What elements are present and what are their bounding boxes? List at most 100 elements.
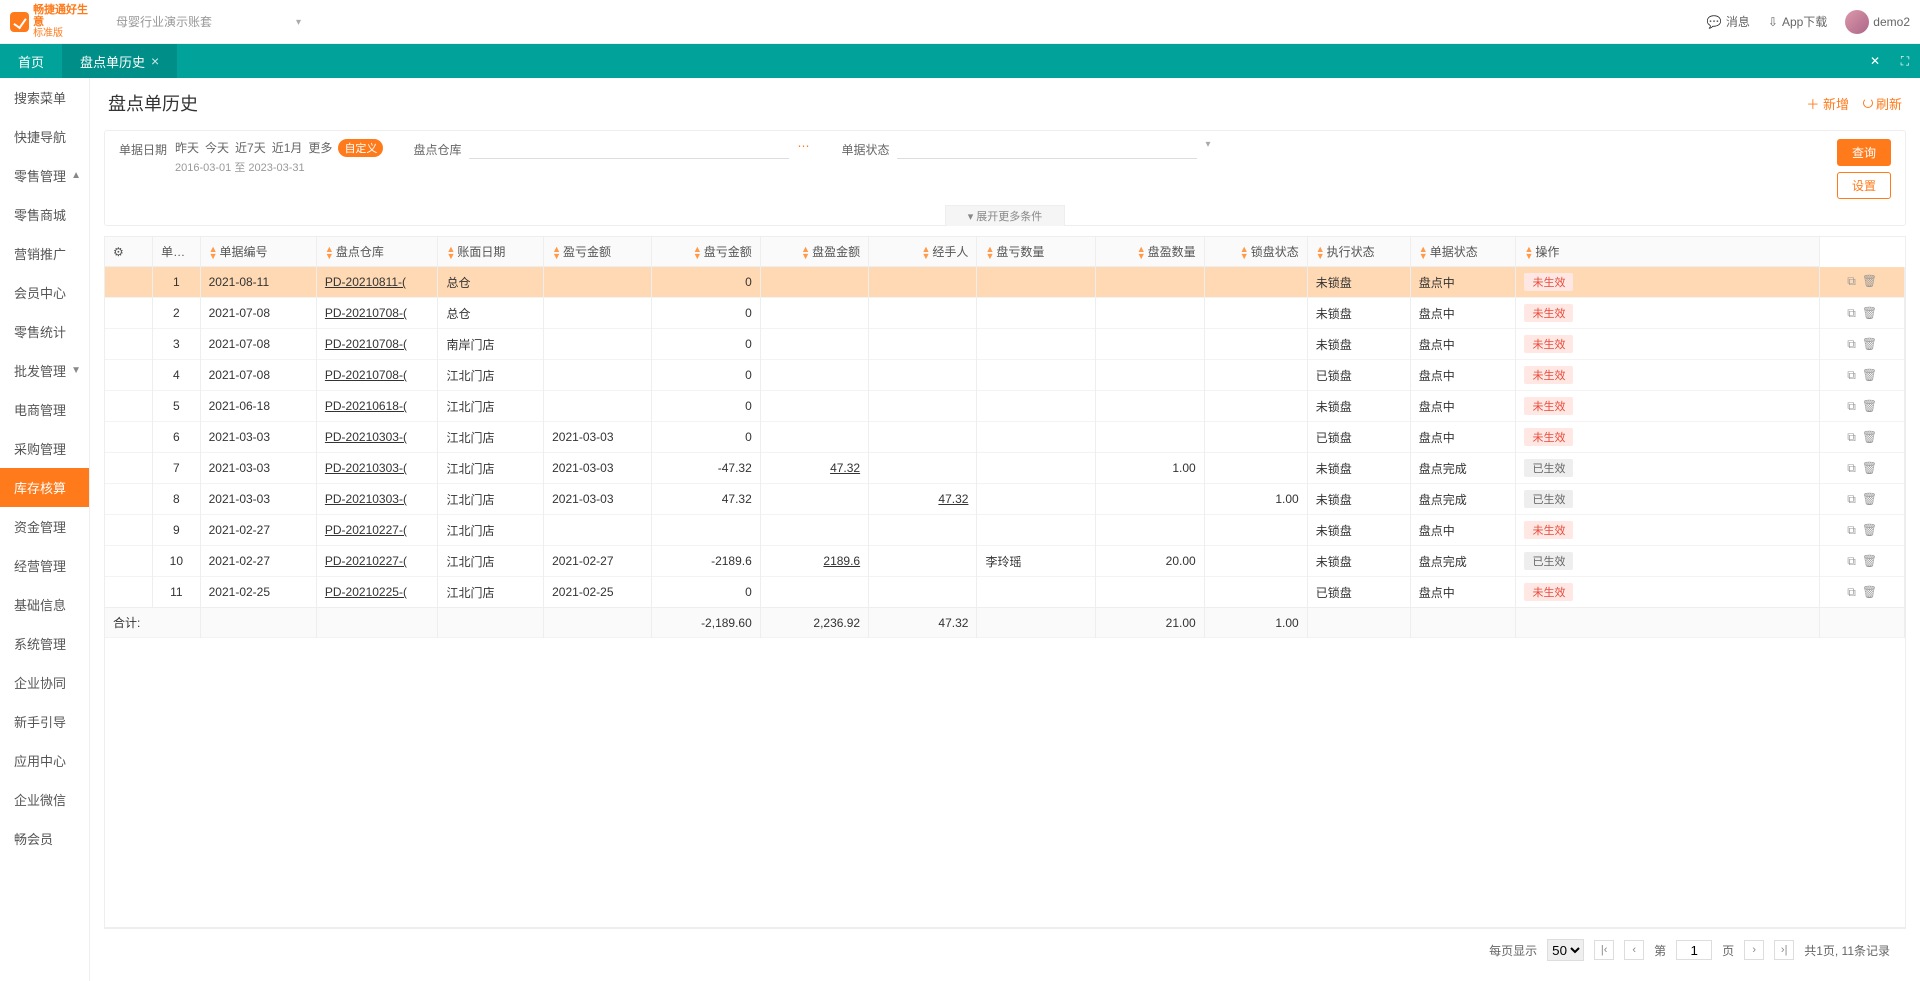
copy-icon[interactable]: ⧉ bbox=[1847, 368, 1856, 382]
doc-link[interactable]: PD-20210227-( bbox=[325, 554, 407, 568]
nav-搜索菜单[interactable]: 搜索菜单 bbox=[0, 78, 89, 117]
chevron-down-icon[interactable]: ▾ bbox=[1205, 139, 1210, 150]
col-操作[interactable]: ▲▼操作 bbox=[1516, 237, 1820, 267]
nav-会员中心[interactable]: 会员中心 bbox=[0, 273, 89, 312]
doc-link[interactable]: PD-20210225-( bbox=[325, 585, 407, 599]
delete-icon[interactable]: 🗑 bbox=[1862, 399, 1877, 413]
settings-button[interactable]: 设置 bbox=[1837, 172, 1891, 199]
app-download-link[interactable]: ⇩ App下载 bbox=[1768, 13, 1827, 30]
table-row[interactable]: 82021-03-03PD-20210303-(江北门店2021-03-0347… bbox=[105, 484, 1905, 515]
doc-link[interactable]: PD-20210303-( bbox=[325, 492, 407, 506]
nav-基础信息[interactable]: 基础信息 bbox=[0, 585, 89, 624]
copy-icon[interactable]: ⧉ bbox=[1847, 430, 1856, 444]
col-盘点仓库[interactable]: ▲▼盘点仓库 bbox=[316, 237, 438, 267]
col-盘盈数量[interactable]: ▲▼盘盈数量 bbox=[1096, 237, 1204, 267]
nav-系统管理[interactable]: 系统管理 bbox=[0, 624, 89, 663]
nav-企业微信[interactable]: 企业微信 bbox=[0, 780, 89, 819]
table-row[interactable]: 32021-07-08PD-20210708-(南岸门店0未锁盘盘点中未生效⧉🗑 bbox=[105, 329, 1905, 360]
fullscreen-toggle[interactable]: ⛶ bbox=[1890, 54, 1920, 69]
tab-盘点单历史[interactable]: 盘点单历史× bbox=[62, 44, 177, 78]
expand-filters[interactable]: ▾ 展开更多条件 bbox=[945, 205, 1065, 226]
table-row[interactable]: 52021-06-18PD-20210618-(江北门店0未锁盘盘点中未生效⧉🗑 bbox=[105, 391, 1905, 422]
date-quick-active[interactable]: 自定义 bbox=[338, 139, 383, 157]
doc-link[interactable]: PD-20210708-( bbox=[325, 306, 407, 320]
table-row[interactable]: 92021-02-27PD-20210227-(江北门店未锁盘盘点中未生效⧉🗑 bbox=[105, 515, 1905, 546]
pager-first[interactable]: |‹ bbox=[1594, 940, 1614, 960]
copy-icon[interactable]: ⧉ bbox=[1847, 523, 1856, 537]
nav-应用中心[interactable]: 应用中心 bbox=[0, 741, 89, 780]
doc-link[interactable]: PD-20210811-( bbox=[325, 275, 406, 289]
delete-icon[interactable]: 🗑 bbox=[1862, 554, 1877, 568]
delete-icon[interactable]: 🗑 bbox=[1862, 430, 1877, 444]
table-row[interactable]: 42021-07-08PD-20210708-(江北门店0已锁盘盘点中未生效⧉🗑 bbox=[105, 360, 1905, 391]
nav-电商管理[interactable]: 电商管理 bbox=[0, 390, 89, 429]
pager-prev[interactable]: ‹ bbox=[1624, 940, 1644, 960]
nav-库存核算[interactable]: 库存核算 bbox=[0, 468, 89, 507]
col-账面日期[interactable]: ▲▼账面日期 bbox=[438, 237, 544, 267]
doc-link[interactable]: PD-20210708-( bbox=[325, 368, 407, 382]
copy-icon[interactable]: ⧉ bbox=[1847, 399, 1856, 413]
col-单据状态[interactable]: ▲▼单据状态 bbox=[1410, 237, 1516, 267]
delete-icon[interactable]: 🗑 bbox=[1862, 274, 1877, 288]
col-gear[interactable]: ⚙ bbox=[105, 237, 153, 267]
table-row[interactable]: 22021-07-08PD-20210708-(总仓0未锁盘盘点中未生效⧉🗑 bbox=[105, 298, 1905, 329]
nav-零售商城[interactable]: 零售商城 bbox=[0, 195, 89, 234]
delete-icon[interactable]: 🗑 bbox=[1862, 306, 1877, 320]
col-盘亏金额[interactable]: ▲▼盘亏金额 bbox=[652, 237, 760, 267]
nav-经营管理[interactable]: 经营管理 bbox=[0, 546, 89, 585]
pager-next[interactable]: › bbox=[1744, 940, 1764, 960]
warehouse-input[interactable] bbox=[469, 139, 789, 159]
delete-icon[interactable]: 🗑 bbox=[1862, 585, 1877, 599]
date-quick-今天[interactable]: 今天 bbox=[205, 139, 229, 157]
col-盈亏金额[interactable]: ▲▼盈亏金额 bbox=[544, 237, 652, 267]
nav-新手引导[interactable]: 新手引导 bbox=[0, 702, 89, 741]
table-row[interactable]: 12021-08-11PD-20210811-(总仓0未锁盘盘点中未生效⧉🗑 bbox=[105, 267, 1905, 298]
copy-icon[interactable]: ⧉ bbox=[1847, 461, 1856, 475]
date-quick-昨天[interactable]: 昨天 bbox=[175, 139, 199, 157]
nav-零售统计[interactable]: 零售统计 bbox=[0, 312, 89, 351]
copy-icon[interactable]: ⧉ bbox=[1847, 492, 1856, 506]
pager-page-input[interactable] bbox=[1676, 940, 1712, 960]
nav-企业协同[interactable]: 企业协同 bbox=[0, 663, 89, 702]
close-icon[interactable]: × bbox=[151, 53, 159, 69]
delete-icon[interactable]: 🗑 bbox=[1862, 523, 1877, 537]
doc-link[interactable]: PD-20210708-( bbox=[325, 337, 407, 351]
logo[interactable]: 畅捷通好生意 标准版 bbox=[10, 4, 96, 39]
date-quick-更多[interactable]: 更多 bbox=[308, 139, 332, 157]
doc-link[interactable]: PD-20210618-( bbox=[325, 399, 407, 413]
messages-link[interactable]: 💬 消息 bbox=[1707, 13, 1750, 30]
table-row[interactable]: 102021-02-27PD-20210227-(江北门店2021-02-27-… bbox=[105, 546, 1905, 577]
date-quick-近1月[interactable]: 近1月 bbox=[272, 139, 303, 157]
pager-last[interactable]: ›| bbox=[1774, 940, 1794, 960]
nav-资金管理[interactable]: 资金管理 bbox=[0, 507, 89, 546]
warehouse-picker-icon[interactable]: ⋯ bbox=[797, 139, 811, 153]
org-selector[interactable]: 母婴行业演示账套 ▾ bbox=[96, 13, 1707, 30]
user-menu[interactable]: demo2 bbox=[1845, 10, 1910, 34]
col-盘亏数量[interactable]: ▲▼盘亏数量 bbox=[977, 237, 1096, 267]
doc-link[interactable]: PD-20210303-( bbox=[325, 430, 407, 444]
copy-icon[interactable]: ⧉ bbox=[1847, 585, 1856, 599]
copy-icon[interactable]: ⧉ bbox=[1847, 554, 1856, 568]
copy-icon[interactable]: ⧉ bbox=[1847, 306, 1856, 320]
per-page-select[interactable]: 50 bbox=[1547, 939, 1584, 961]
delete-icon[interactable]: 🗑 bbox=[1862, 368, 1877, 382]
table-row[interactable]: 72021-03-03PD-20210303-(江北门店2021-03-03-4… bbox=[105, 453, 1905, 484]
doc-link[interactable]: PD-20210227-( bbox=[325, 523, 407, 537]
delete-icon[interactable]: 🗑 bbox=[1862, 492, 1877, 506]
table-row[interactable]: 112021-02-25PD-20210225-(江北门店2021-02-250… bbox=[105, 577, 1905, 608]
doc-link[interactable]: PD-20210303-( bbox=[325, 461, 407, 475]
copy-icon[interactable]: ⧉ bbox=[1847, 337, 1856, 351]
date-quick-近7天[interactable]: 近7天 bbox=[235, 139, 266, 157]
add-button[interactable]: ＋ 新增 bbox=[1806, 94, 1849, 113]
close-all-tabs[interactable]: ✕ bbox=[1860, 54, 1890, 68]
copy-icon[interactable]: ⧉ bbox=[1847, 274, 1856, 288]
nav-快捷导航[interactable]: 快捷导航 bbox=[0, 117, 89, 156]
col-盘盈金额[interactable]: ▲▼盘盈金额 bbox=[760, 237, 868, 267]
nav-批发管理[interactable]: 批发管理▼ bbox=[0, 351, 89, 390]
status-input[interactable] bbox=[897, 139, 1197, 159]
nav-零售管理[interactable]: 零售管理▲ bbox=[0, 156, 89, 195]
delete-icon[interactable]: 🗑 bbox=[1862, 461, 1877, 475]
col-执行状态[interactable]: ▲▼执行状态 bbox=[1307, 237, 1410, 267]
refresh-button[interactable]: 刷新 bbox=[1863, 94, 1902, 113]
delete-icon[interactable]: 🗑 bbox=[1862, 337, 1877, 351]
